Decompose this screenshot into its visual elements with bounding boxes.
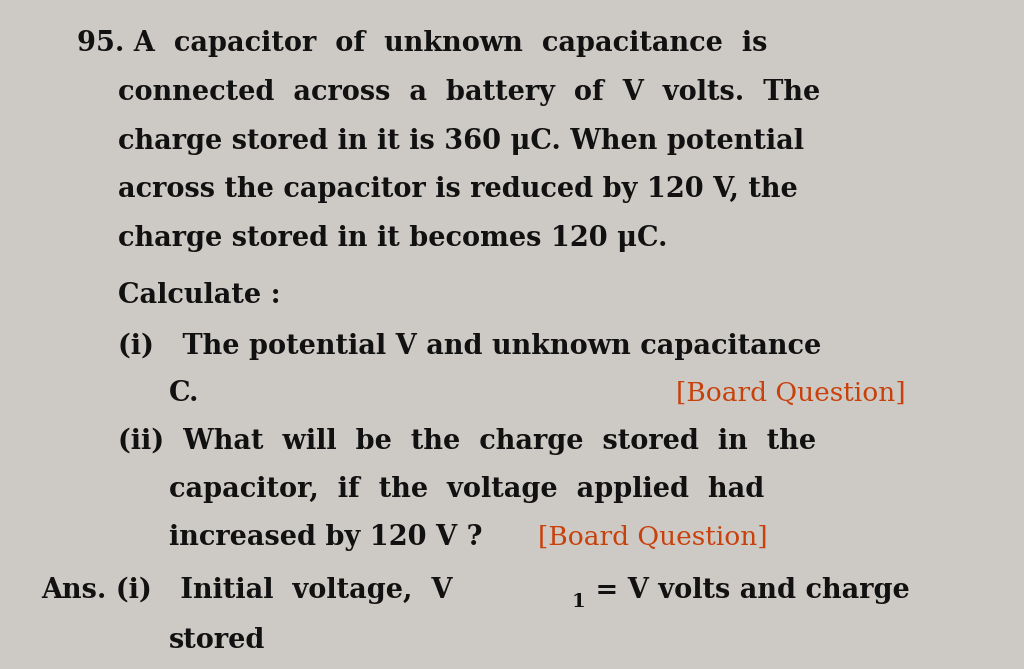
Text: capacitor,  if  the  voltage  applied  had: capacitor, if the voltage applied had — [169, 476, 764, 503]
Text: stored: stored — [169, 628, 265, 654]
Text: 1: 1 — [571, 593, 585, 611]
Text: [Board Question]: [Board Question] — [676, 381, 905, 406]
Text: C.: C. — [169, 380, 200, 407]
Text: [Board Question]: [Board Question] — [538, 525, 767, 551]
Text: 95. A  capacitor  of  unknown  capacitance  is: 95. A capacitor of unknown capacitance i… — [77, 30, 767, 57]
Text: Calculate :: Calculate : — [118, 282, 281, 309]
Text: Ans. (i)   Initial  voltage,  V: Ans. (i) Initial voltage, V — [41, 577, 453, 603]
Text: (ii)  What  will  be  the  charge  stored  in  the: (ii) What will be the charge stored in t… — [118, 428, 816, 455]
Text: charge stored in it is 360 μC. When potential: charge stored in it is 360 μC. When pote… — [118, 128, 804, 155]
Text: connected  across  a  battery  of  V  volts.  The: connected across a battery of V volts. T… — [118, 79, 820, 106]
Text: increased by 120 V ?: increased by 120 V ? — [169, 524, 482, 551]
Text: across the capacitor is reduced by 120 V, the: across the capacitor is reduced by 120 V… — [118, 177, 798, 203]
Text: (i)   The potential V and unknown capacitance: (i) The potential V and unknown capacita… — [118, 333, 821, 360]
Text: = V volts and charge: = V volts and charge — [586, 577, 909, 603]
Text: charge stored in it becomes 120 μC.: charge stored in it becomes 120 μC. — [118, 225, 668, 252]
